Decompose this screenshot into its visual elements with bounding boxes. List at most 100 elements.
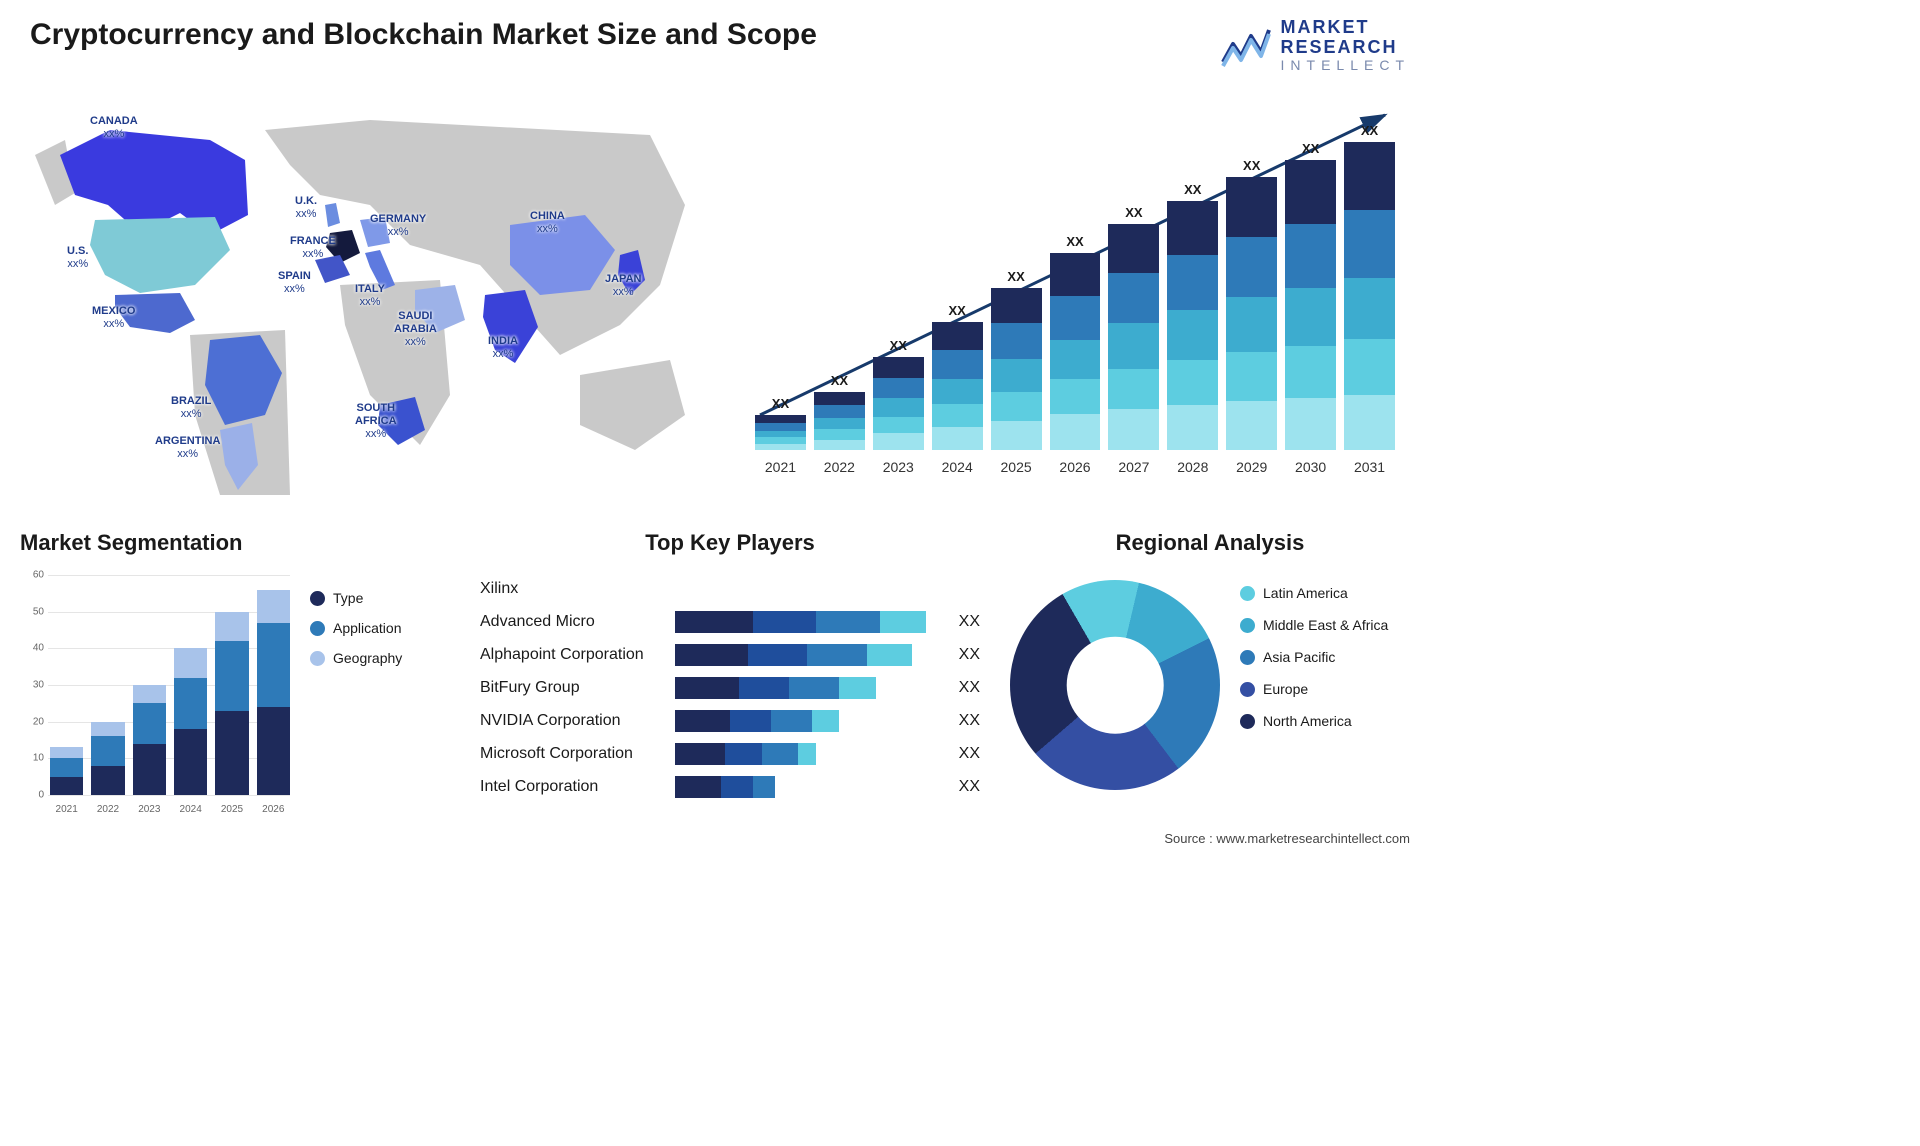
main-bar-value: XX (1243, 158, 1260, 173)
kp-value: XX (959, 613, 980, 631)
main-bar-segment (1285, 224, 1336, 288)
main-bar-segment (1108, 323, 1159, 368)
seg-ytick: 10 (20, 753, 44, 764)
main-bar-segment (1050, 296, 1101, 339)
main-bar-segment (814, 418, 865, 430)
kp-label: Advanced Micro (480, 613, 675, 631)
main-bar-segment (814, 405, 865, 418)
main-xtick: 2030 (1285, 459, 1336, 475)
kp-bar-seg (739, 677, 789, 699)
main-bar-value: XX (1184, 182, 1201, 197)
seg-ytick: 30 (20, 680, 44, 691)
legend-label: Geography (333, 650, 402, 666)
seg-bar-segment-geography (257, 590, 290, 623)
kp-bar-seg (839, 677, 875, 699)
seg-legend-type: Type (310, 590, 402, 606)
kp-label: Microsoft Corporation (480, 745, 675, 763)
seg-bar-2022 (91, 722, 124, 795)
main-bar-segment (1285, 160, 1336, 224)
legend-label: Asia Pacific (1263, 649, 1335, 665)
kp-label: NVIDIA Corporation (480, 712, 675, 730)
map-label-mexico: MEXICOxx% (92, 305, 135, 331)
kp-bar-seg (798, 743, 816, 765)
main-bar-2028: XX (1167, 182, 1218, 451)
seg-bar-segment-type (257, 707, 290, 795)
logo-line1: MARKET (1281, 18, 1410, 38)
main-bar-value: XX (890, 338, 907, 353)
main-bar-value: XX (831, 373, 848, 388)
segmentation-legend: Type Application Geography (310, 590, 402, 666)
kp-row: Alphapoint CorporationXX (480, 638, 980, 671)
seg-bar-segment-type (133, 744, 166, 795)
legend-swatch (310, 651, 325, 666)
main-bar-segment (1344, 339, 1395, 394)
main-bar-segment (873, 433, 924, 450)
kp-bar-seg (675, 710, 730, 732)
main-bar-2021: XX (755, 396, 806, 450)
seg-bar-2023 (133, 685, 166, 795)
main-bar-value: XX (772, 396, 789, 411)
seg-bar-segment-geography (174, 648, 207, 677)
main-bar-segment (1167, 405, 1218, 450)
main-bar-segment (873, 378, 924, 398)
segmentation-chart: 202120222023202420252026 0102030405060 (20, 575, 290, 815)
seg-bar-segment-type (91, 766, 124, 795)
market-size-chart: XXXXXXXXXXXXXXXXXXXXXX 20212022202320242… (755, 105, 1395, 475)
map-label-u-s-: U.S.xx% (67, 245, 88, 271)
main-bar-segment (1108, 409, 1159, 450)
main-bar-segment (1167, 201, 1218, 256)
kp-bar-seg (675, 743, 725, 765)
kp-label: Xilinx (480, 580, 675, 598)
kp-value: XX (959, 745, 980, 763)
regional-legend: Latin America Middle East & Africa Asia … (1240, 585, 1388, 729)
key-players-title: Top Key Players (480, 530, 980, 556)
main-bar-segment (1226, 237, 1277, 297)
main-bar-2025: XX (991, 269, 1042, 451)
main-xtick: 2031 (1344, 459, 1395, 475)
kp-bar-seg (675, 776, 721, 798)
main-bar-value: XX (1302, 141, 1319, 156)
key-players-section: Top Key Players Xilinx Advanced Micro XX Al… (480, 530, 980, 820)
map-label-brazil: BRAZILxx% (171, 395, 211, 421)
legend-swatch (310, 591, 325, 606)
legend-label: North America (1263, 713, 1352, 729)
kp-label: Intel Corporation (480, 778, 675, 796)
legend-swatch (310, 621, 325, 636)
kp-bar-seg (807, 644, 866, 666)
kp-bar (675, 611, 949, 633)
main-bar-segment (1167, 310, 1218, 360)
main-xtick: 2027 (1108, 459, 1159, 475)
seg-bar-segment-type (174, 729, 207, 795)
main-bar-segment (1285, 398, 1336, 450)
legend-label: Latin America (1263, 585, 1348, 601)
seg-bar-2025 (215, 612, 248, 795)
main-bar-value: XX (949, 303, 966, 318)
seg-gridline (48, 795, 290, 796)
seg-ytick: 20 (20, 716, 44, 727)
kp-bar (675, 677, 949, 699)
kp-bar-seg (789, 677, 839, 699)
kp-bar-seg (816, 611, 880, 633)
kp-bar-seg (675, 677, 739, 699)
kp-bar-seg (762, 743, 798, 765)
seg-bar-segment-application (257, 623, 290, 707)
seg-xtick: 2025 (215, 804, 248, 815)
seg-bar-segment-geography (91, 722, 124, 737)
seg-xtick: 2023 (133, 804, 166, 815)
main-bar-segment (932, 427, 983, 450)
seg-ytick: 40 (20, 643, 44, 654)
main-bar-segment (932, 404, 983, 427)
main-bar-segment (1050, 414, 1101, 450)
regional-title: Regional Analysis (1000, 530, 1420, 556)
kp-bar-seg (753, 776, 776, 798)
kp-bar (675, 644, 949, 666)
main-bar-segment (1226, 401, 1277, 450)
main-bar-segment (991, 359, 1042, 392)
regional-section: Regional Analysis Latin America Middle E… (1000, 530, 1420, 820)
map-region-uk (325, 203, 340, 227)
brand-logo: MARKET RESEARCH INTELLECT (1221, 18, 1410, 73)
map-label-canada: CANADAxx% (90, 115, 138, 141)
world-map: CANADAxx%U.S.xx%MEXICOxx%BRAZILxx%ARGENT… (20, 95, 700, 495)
kp-value: XX (959, 712, 980, 730)
main-bar-segment (991, 392, 1042, 421)
